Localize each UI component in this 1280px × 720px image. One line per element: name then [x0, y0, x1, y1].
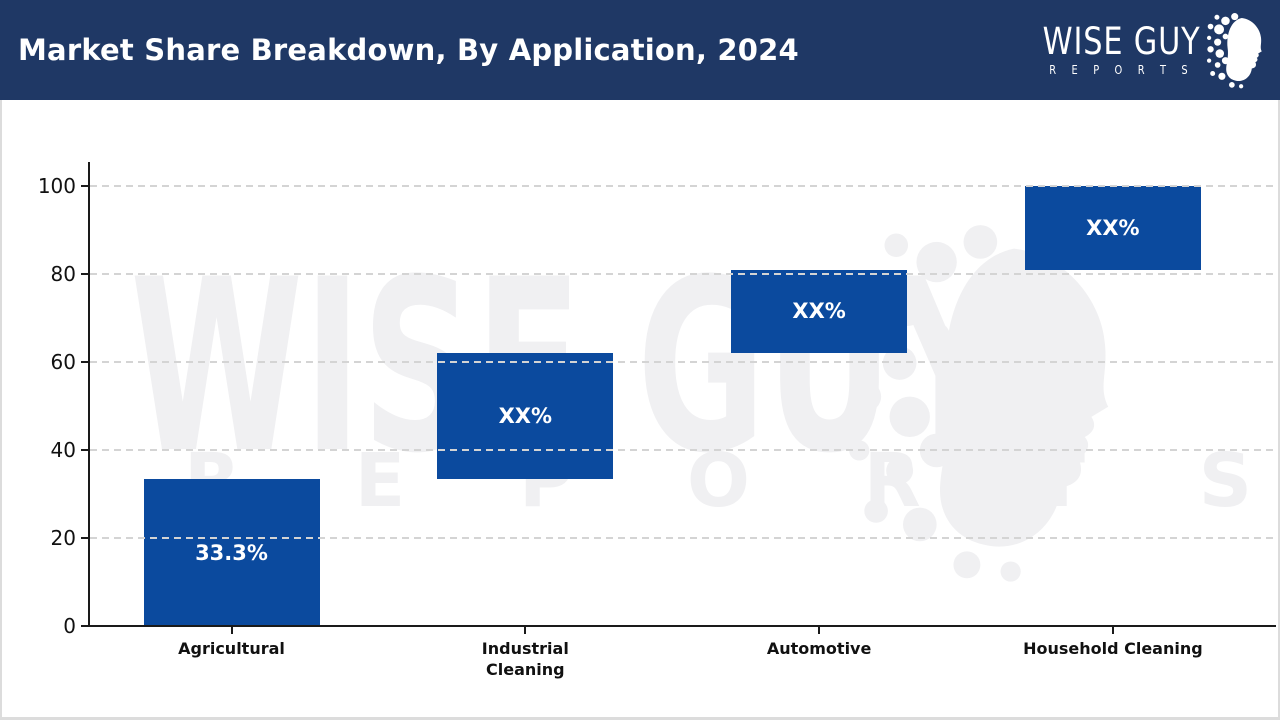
gridline-80	[90, 273, 1276, 275]
logo-wordmark-sub: R E P O R T S	[1048, 63, 1194, 77]
logo-face-icon	[1206, 13, 1262, 89]
y-tick-label: 40	[50, 438, 76, 462]
y-tick-100	[81, 185, 88, 187]
logo-wordmark: WISE GUY R E P O R T S	[1042, 20, 1200, 78]
gridline-40	[90, 449, 1276, 451]
y-axis-line	[88, 162, 90, 626]
y-tick-40	[81, 449, 88, 451]
chart-canvas: WISE GUY R E P O R T S 0 20 40 60 80 100 33.3%…	[0, 100, 1280, 720]
bar-value-label: 33.3%	[195, 540, 268, 565]
category-label-4: Household Cleaning	[1023, 639, 1203, 658]
gridline-100	[90, 185, 1276, 187]
bar-value-label: XX%	[792, 299, 846, 324]
page-title: Market Share Breakdown, By Application, …	[18, 33, 799, 67]
y-tick-label: 80	[50, 262, 76, 286]
header: Market Share Breakdown, By Application, …	[0, 0, 1280, 100]
y-tick-label: 20	[50, 526, 76, 550]
category-label-1: Agricultural	[178, 639, 285, 658]
y-tick-20	[81, 537, 88, 539]
x-tick-3	[818, 627, 821, 634]
bar-industrial-cleaning: XX%	[437, 353, 614, 480]
x-axis-line	[88, 625, 1276, 627]
wiseguy-logo: WISE GUY R E P O R T S	[1008, 8, 1266, 92]
bar-agricultural: 33.3%	[143, 479, 320, 626]
bar-household-cleaning: XX%	[1024, 186, 1201, 270]
x-tick-2	[524, 627, 527, 634]
x-tick-4	[1111, 627, 1114, 634]
gridline-60	[90, 361, 1276, 363]
category-label-2: Industrial Cleaning	[481, 639, 569, 679]
y-tick-0	[81, 625, 88, 627]
bar-automotive: XX%	[731, 269, 908, 354]
y-tick-60	[81, 361, 88, 363]
y-tick-label: 0	[63, 614, 76, 638]
category-label-3: Automotive	[766, 639, 872, 658]
bar-value-label: XX%	[498, 404, 553, 429]
gridline-20	[90, 537, 1276, 539]
logo-wordmark-main: WISE GUY	[1042, 20, 1200, 63]
y-tick-80	[81, 273, 88, 275]
x-tick-1	[230, 627, 233, 634]
bar-value-label: XX%	[1086, 215, 1140, 240]
y-tick-label: 60	[50, 350, 76, 374]
y-tick-label: 100	[37, 174, 76, 198]
